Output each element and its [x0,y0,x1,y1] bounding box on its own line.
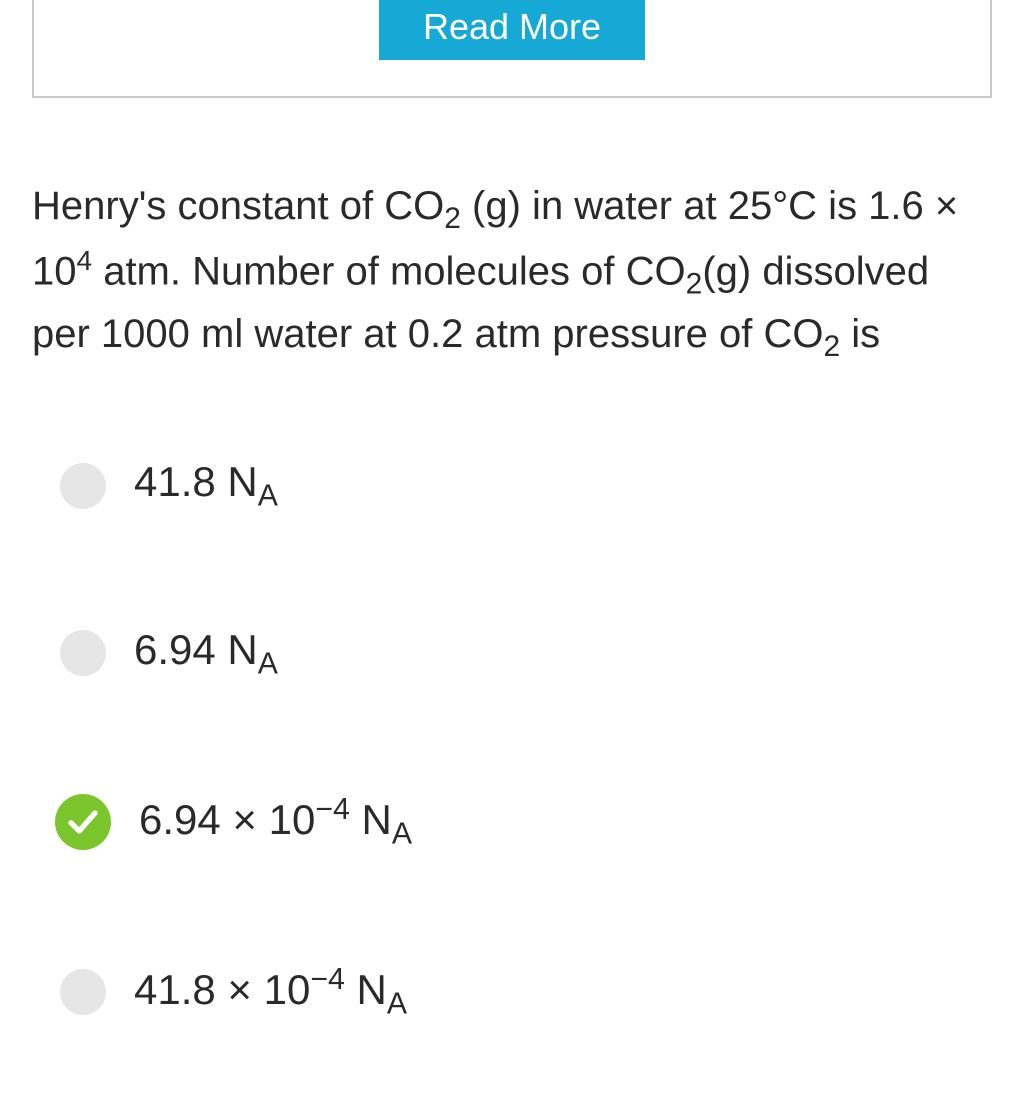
option-2[interactable]: 6.94 NA [60,626,992,681]
option-label: 6.94 × 10−4 NA [139,793,412,851]
question-text: Henry's constant of CO2 (g) in water at … [32,178,992,368]
option-4[interactable]: 41.8 × 10−4 NA [60,963,992,1021]
option-label: 41.8 NA [134,458,278,513]
option-3[interactable]: 6.94 × 10−4 NA [60,793,992,851]
option-label: 41.8 × 10−4 NA [134,963,407,1021]
check-correct-icon [55,794,111,850]
option-1[interactable]: 41.8 NA [60,458,992,513]
read-more-button[interactable]: Read More [379,0,645,60]
card-frame: Read More [32,0,992,98]
option-label: 6.94 NA [134,626,278,681]
radio-icon [60,463,106,509]
radio-icon [60,969,106,1015]
options-list: 41.8 NA 6.94 NA 6.94 × 10−4 NA 41.8 × 10… [60,458,992,1022]
radio-icon [60,630,106,676]
